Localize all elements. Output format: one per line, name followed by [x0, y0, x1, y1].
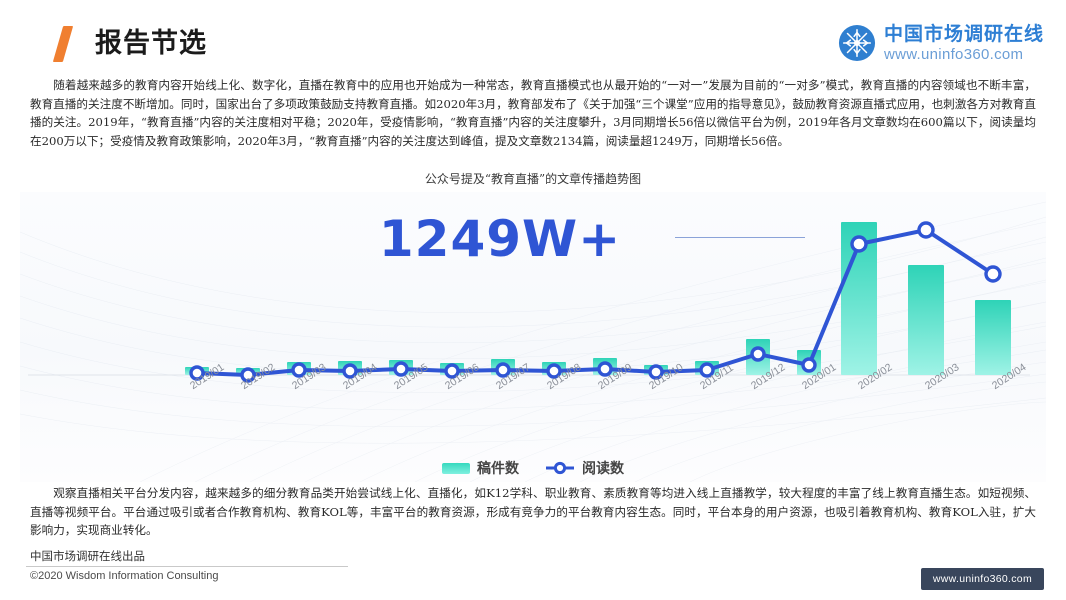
legend-item-reads[interactable]: 阅读数 [545, 458, 624, 478]
brand-url: www.uninfo360.com [883, 45, 1024, 63]
brand-logo: 中国市场调研在线 www.uninfo360.com [838, 24, 1044, 62]
analysis-paragraph: 观察直播相关平台分发内容，越来越多的细分教育品类开始尝试线上化、直播化，如K12… [30, 486, 1036, 537]
legend-label-manuscripts: 稿件数 [477, 461, 519, 477]
bar-series-manuscripts [185, 222, 1011, 375]
title-accent-slash [52, 26, 74, 62]
brand-name: 中国市场调研在线 [883, 22, 1044, 45]
bar-2020-04 [975, 300, 1011, 375]
legend-item-manuscripts[interactable]: 稿件数 [442, 458, 519, 478]
chart-container: 1249W+ [20, 192, 1046, 482]
chart-legend: 稿件数 阅读数 [0, 458, 1066, 478]
snowflake-compass-icon [838, 24, 876, 62]
line-markers [189, 221, 1002, 383]
footer-divider [26, 566, 348, 567]
chart-plot [28, 221, 1030, 383]
highlight-number: 1249W+ [378, 210, 622, 268]
intro-paragraph: 随着越来越多的教育内容开始线上化、数字化，直播在教育中的应用也开始成为一种常态，… [30, 78, 1036, 148]
page-title: 报告节选 [95, 28, 207, 59]
bar-2020-02 [841, 222, 877, 375]
x-axis-labels: 2019/01 2019/02 2019/03 2019/04 2019/05 … [20, 361, 1046, 442]
footer-producer: 中国市场调研在线出品 [30, 549, 145, 563]
callout-leader-line [675, 237, 805, 238]
bar-2020-03 [908, 265, 944, 375]
legend-line-marker-icon [546, 461, 574, 475]
legend-label-reads: 阅读数 [582, 461, 624, 477]
footer-copyright: ©2020 Wisdom Information Consulting [30, 570, 219, 582]
chart-title: 公众号提及“教育直播”的文章传播趋势图 [424, 172, 642, 186]
page-header: 报告节选 中国市场调研在线 www.uninfo360.com [0, 0, 1066, 76]
line-series-reads [195, 228, 995, 377]
legend-bar-swatch-icon [442, 462, 470, 474]
footer-url-badge[interactable]: www.uninfo360.com [920, 568, 1044, 590]
